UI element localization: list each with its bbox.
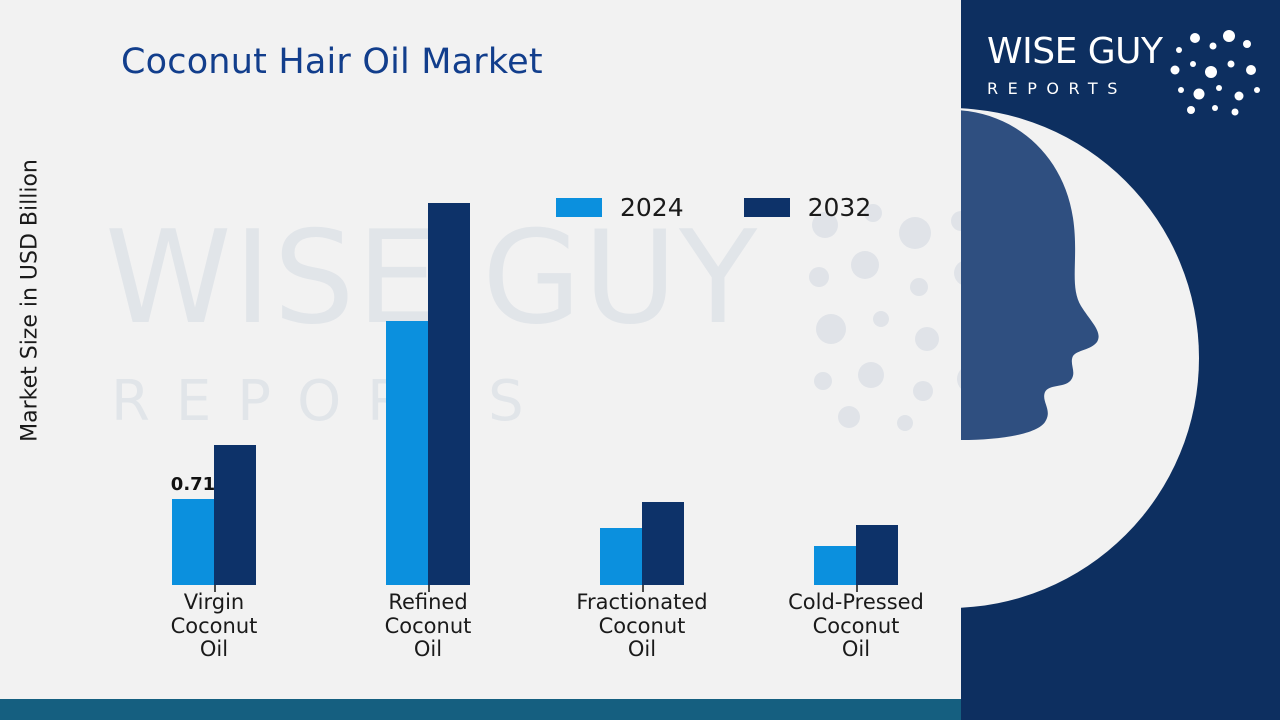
bar-2032[interactable] — [856, 525, 898, 585]
legend-swatch-2032 — [743, 198, 790, 217]
bar-group: 0.71 Virgin Coconut Oil — [171, 165, 257, 661]
logo-dots-icon — [1170, 30, 1260, 116]
bar-2024[interactable]: 0.71 — [171, 474, 215, 585]
bar-2032[interactable] — [428, 202, 470, 585]
bar-groups: 0.71 Virgin Coconut Oil Refined Coconut Oil Fra… — [171, 165, 924, 661]
legend-swatch-2024 — [556, 198, 602, 217]
category-label: Virgin Coconut Oil — [170, 590, 258, 662]
bar-group: Refined Coconut Oil — [385, 165, 471, 661]
logo-subtext: REPORTS — [987, 79, 1127, 98]
bar-chart: Market Size in USD Billion 2024 2032 0.7… — [18, 159, 924, 661]
logo-wordmark: WISE GUY — [987, 31, 1163, 72]
legend-item-2032[interactable]: 2032 — [743, 193, 872, 222]
axis-tick — [214, 585, 216, 592]
category-label: Cold-Pressed Coconut Oil — [788, 590, 924, 662]
bar-group: Cold-Pressed Coconut Oil — [788, 165, 924, 661]
axis-tick — [856, 585, 858, 592]
axis-tick — [428, 585, 430, 592]
bar-2024[interactable] — [814, 546, 856, 585]
legend-label-2024: 2024 — [620, 193, 684, 222]
axis-tick — [642, 585, 644, 592]
bar-2032[interactable] — [214, 445, 256, 585]
bar-group: Fractionated Coconut Oil — [576, 165, 708, 661]
bar-2024[interactable] — [600, 527, 642, 585]
legend-label-2032: 2032 — [807, 193, 872, 222]
bar-2032[interactable] — [642, 502, 684, 585]
category-label: Fractionated Coconut Oil — [576, 590, 708, 662]
head-profile-icon — [961, 110, 1099, 440]
brand-panel: WISE GUY REPORTS — [961, 0, 1280, 720]
brand-logo: WISE GUY REPORTS — [987, 30, 1263, 116]
bottom-accent-strip — [0, 699, 961, 720]
panel-dots-icon — [961, 140, 1026, 560]
bar-2024[interactable] — [386, 320, 428, 585]
bar-value-label: 0.71 — [170, 473, 216, 495]
chart-legend: 2024 2032 — [556, 193, 871, 222]
legend-item-2024[interactable]: 2024 — [556, 193, 684, 222]
category-label: Refined Coconut Oil — [384, 590, 472, 662]
page-title: Coconut Hair Oil Market — [121, 42, 543, 82]
